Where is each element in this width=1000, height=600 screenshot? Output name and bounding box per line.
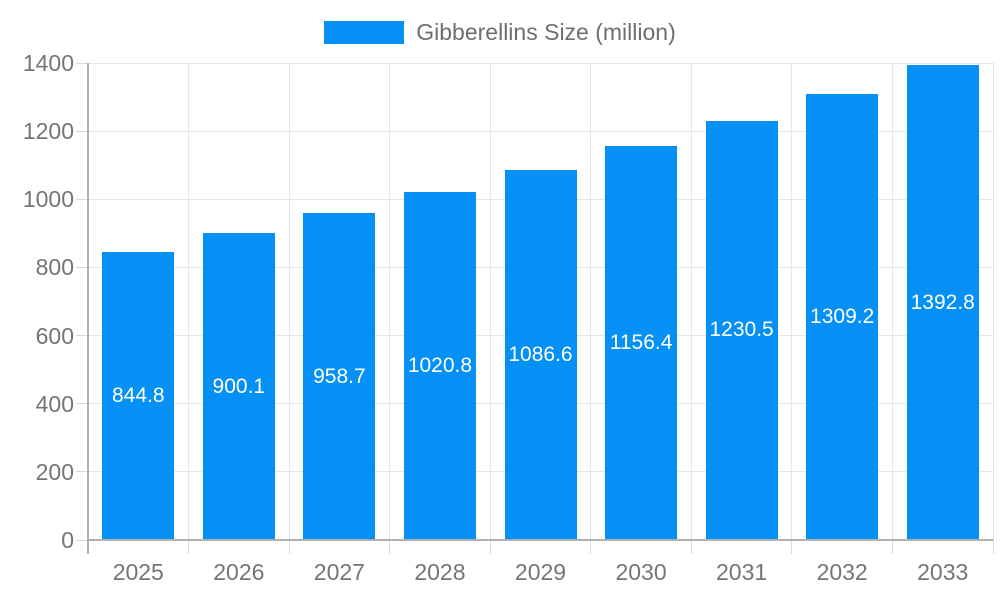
x-tick <box>690 540 692 554</box>
x-tick-label: 2028 <box>414 559 466 585</box>
bar[interactable] <box>403 192 476 540</box>
x-gridline <box>791 63 793 540</box>
x-tick-label: 2031 <box>716 559 768 585</box>
x-tick-label: 2027 <box>313 559 365 585</box>
x-gridline <box>992 63 994 540</box>
x-gridline <box>188 63 190 540</box>
y-tick <box>76 403 88 405</box>
bar[interactable] <box>705 120 778 540</box>
x-gridline <box>389 63 391 540</box>
x-tick <box>288 540 290 554</box>
bar[interactable] <box>504 169 577 540</box>
y-tick-label: 200 <box>35 458 74 485</box>
y-tick <box>76 62 88 64</box>
legend-swatch-icon <box>324 20 405 44</box>
y-gridline <box>88 62 993 64</box>
y-tick-label: 800 <box>35 254 74 281</box>
y-axis-line <box>87 63 89 554</box>
x-gridline <box>489 63 491 540</box>
x-tick-label: 2029 <box>514 559 567 585</box>
x-tick-label: 2033 <box>917 559 969 585</box>
bar[interactable] <box>102 252 175 540</box>
x-tick <box>389 540 391 554</box>
bar[interactable] <box>303 213 376 540</box>
x-gridline <box>590 63 592 540</box>
bar-value-label: 1309.2 <box>810 304 875 328</box>
y-tick-label: 1400 <box>22 50 74 76</box>
bar-value-label: 1156.4 <box>609 330 673 354</box>
legend[interactable]: Gibberellins Size (million) <box>0 18 1000 46</box>
x-tick <box>891 540 893 554</box>
x-tick <box>188 540 190 554</box>
x-tick <box>791 540 793 554</box>
bar-value-label: 1086.6 <box>508 342 573 366</box>
x-tick <box>489 540 491 554</box>
y-tick-label: 600 <box>35 322 74 349</box>
y-tick-label: 0 <box>61 527 74 553</box>
y-tick <box>76 198 88 200</box>
y-tick <box>76 130 88 132</box>
x-axis-line <box>88 539 993 541</box>
y-tick <box>76 539 88 541</box>
y-gridline <box>88 130 993 132</box>
bar[interactable] <box>906 65 979 540</box>
y-tick-label: 400 <box>35 390 74 417</box>
y-tick <box>76 335 88 337</box>
bar-value-label: 1020.8 <box>407 354 473 378</box>
x-tick-label: 2025 <box>112 559 164 585</box>
y-tick <box>76 266 88 268</box>
x-tick-label: 2030 <box>615 559 667 585</box>
x-gridline <box>288 63 290 540</box>
x-gridline <box>690 63 692 540</box>
y-tick-label: 1000 <box>22 186 74 213</box>
bar-value-label: 844.8 <box>111 384 165 408</box>
bar[interactable] <box>605 145 678 540</box>
x-tick <box>590 540 592 554</box>
x-tick-label: 2026 <box>213 559 265 585</box>
bar-value-label: 1230.5 <box>709 318 774 342</box>
bar[interactable] <box>202 233 275 540</box>
y-tick-label: 1200 <box>22 118 74 145</box>
x-tick <box>992 540 994 554</box>
bar[interactable] <box>806 93 879 540</box>
legend-label: Gibberellins Size (million) <box>416 19 676 45</box>
bar-value-label: 900.1 <box>212 374 266 398</box>
bar-value-label: 958.7 <box>313 364 366 388</box>
bar-value-label: 1392.8 <box>910 290 975 314</box>
y-tick <box>76 471 88 473</box>
x-gridline <box>891 63 893 540</box>
x-tick-label: 2032 <box>816 559 868 585</box>
